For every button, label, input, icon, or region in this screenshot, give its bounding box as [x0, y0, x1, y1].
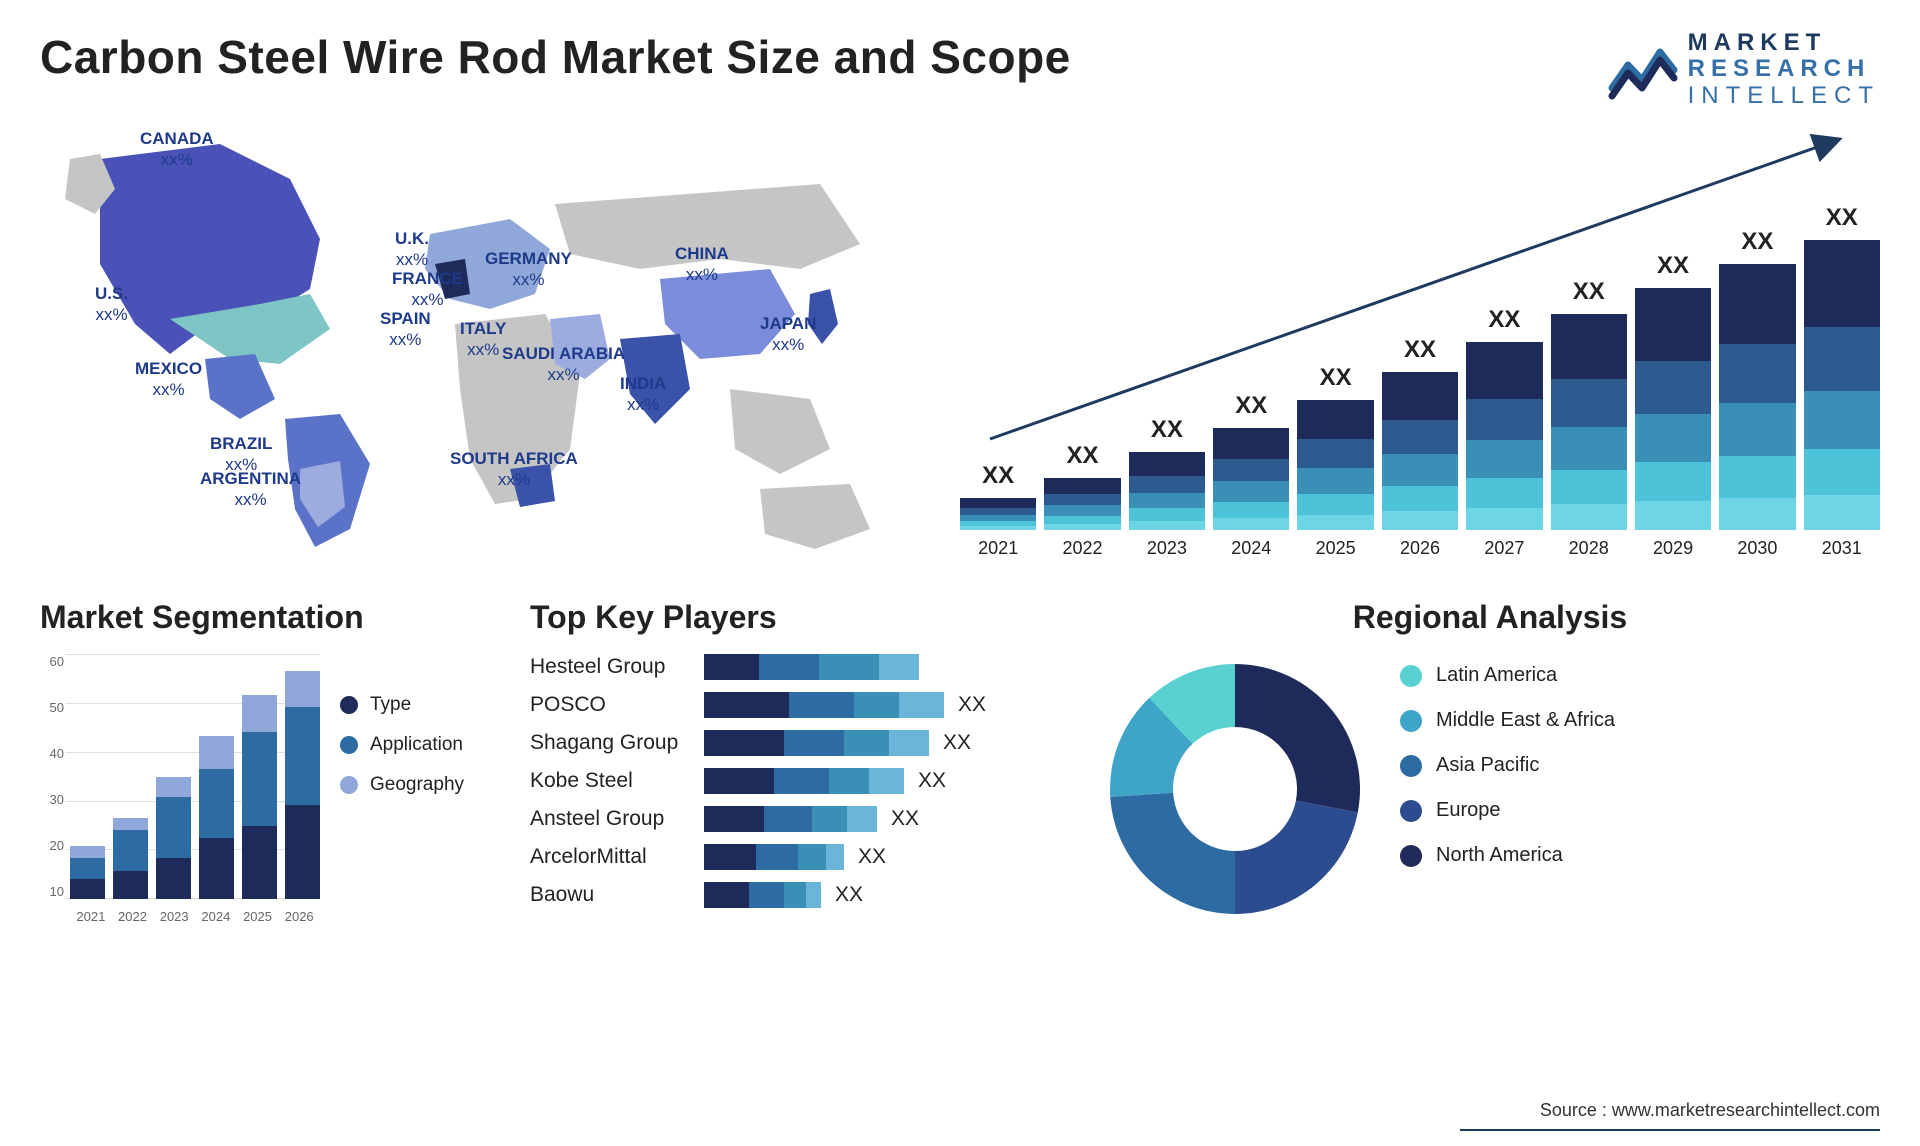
page-title: Carbon Steel Wire Rod Market Size and Sc…: [40, 30, 1071, 84]
legend-item: Latin America: [1400, 664, 1615, 687]
player-row: POSCOXX: [530, 692, 1070, 718]
players-list: Hesteel Group POSCOXX Shagang GroupXX Kobe …: [530, 654, 1070, 908]
growth-bar: XX2025: [1297, 364, 1373, 559]
legend-item: North America: [1400, 844, 1615, 867]
header: Carbon Steel Wire Rod Market Size and Sc…: [40, 30, 1880, 109]
regional-section: Regional Analysis Latin America Middle Ea…: [1100, 599, 1880, 924]
regional-title: Regional Analysis: [1100, 599, 1880, 636]
source-label: Source : www.marketresearchintellect.com: [1540, 1100, 1880, 1121]
map-label: U.K.xx%: [395, 229, 429, 270]
world-map: CANADAxx%U.S.xx%MEXICOxx%BRAZILxx%ARGENT…: [40, 129, 920, 559]
player-row: ArcelorMittalXX: [530, 844, 1070, 870]
growth-bar: XX2031: [1804, 204, 1880, 559]
players-title: Top Key Players: [530, 599, 1070, 636]
logo-text-1: MARKET: [1688, 30, 1880, 56]
map-label: U.S.xx%: [95, 284, 128, 325]
map-label: SAUDI ARABIAxx%: [502, 344, 625, 385]
map-label: CANADAxx%: [140, 129, 214, 170]
growth-bar: XX2028: [1551, 278, 1627, 559]
segmentation-chart: 605040302010 202120222023202420252026: [40, 654, 320, 924]
logo-icon: [1608, 40, 1678, 100]
seg-bar: [70, 846, 105, 899]
growth-bar: XX2027: [1466, 306, 1542, 559]
player-row: Hesteel Group: [530, 654, 1070, 680]
legend-item: Geography: [340, 774, 464, 796]
growth-bar: XX2021: [960, 462, 1036, 559]
legend-item: Europe: [1400, 799, 1615, 822]
players-section: Top Key Players Hesteel Group POSCOXX Shag…: [530, 599, 1070, 924]
segmentation-section: Market Segmentation 605040302010 2021202…: [40, 599, 500, 924]
seg-bar: [199, 736, 234, 899]
map-label: ITALYxx%: [460, 319, 506, 360]
legend-item: Asia Pacific: [1400, 754, 1615, 777]
map-label: SPAINxx%: [380, 309, 431, 350]
seg-bar: [113, 818, 148, 900]
growth-chart: XX2021XX2022XX2023XX2024XX2025XX2026XX20…: [960, 129, 1880, 559]
growth-bar: XX2029: [1635, 252, 1711, 559]
regional-donut: [1100, 654, 1370, 924]
player-row: BaowuXX: [530, 882, 1070, 908]
donut-slice: [1110, 793, 1235, 914]
seg-bar: [242, 695, 277, 899]
segmentation-legend: Type Application Geography: [340, 654, 464, 924]
map-label: SOUTH AFRICAxx%: [450, 449, 578, 490]
map-label: JAPANxx%: [760, 314, 816, 355]
donut-slice: [1235, 801, 1358, 914]
top-row: CANADAxx%U.S.xx%MEXICOxx%BRAZILxx%ARGENT…: [40, 129, 1880, 559]
player-row: Ansteel GroupXX: [530, 806, 1070, 832]
player-row: Kobe SteelXX: [530, 768, 1070, 794]
legend-item: Middle East & Africa: [1400, 709, 1615, 732]
player-row: Shagang GroupXX: [530, 730, 1070, 756]
logo-text-3: INTELLECT: [1688, 83, 1880, 109]
map-label: INDIAxx%: [620, 374, 666, 415]
regional-legend: Latin America Middle East & Africa Asia Pa…: [1400, 654, 1615, 867]
map-label: CHINAxx%: [675, 244, 729, 285]
growth-bar: XX2023: [1129, 416, 1205, 559]
brand-logo: MARKET RESEARCH INTELLECT: [1608, 30, 1880, 109]
map-label: FRANCExx%: [392, 269, 463, 310]
source-underline: [1460, 1129, 1880, 1131]
growth-bar: XX2030: [1719, 228, 1795, 559]
growth-bar: XX2024: [1213, 392, 1289, 559]
legend-item: Type: [340, 694, 464, 716]
map-label: GERMANYxx%: [485, 249, 572, 290]
seg-bar: [285, 671, 320, 900]
map-label: MEXICOxx%: [135, 359, 202, 400]
logo-text-2: RESEARCH: [1688, 56, 1880, 82]
legend-item: Application: [340, 734, 464, 756]
segmentation-title: Market Segmentation: [40, 599, 500, 636]
seg-bar: [156, 777, 191, 899]
donut-slice: [1235, 664, 1360, 812]
bottom-row: Market Segmentation 605040302010 2021202…: [40, 599, 1880, 924]
growth-bar: XX2026: [1382, 336, 1458, 559]
map-label: ARGENTINAxx%: [200, 469, 301, 510]
growth-bar: XX2022: [1044, 442, 1120, 559]
